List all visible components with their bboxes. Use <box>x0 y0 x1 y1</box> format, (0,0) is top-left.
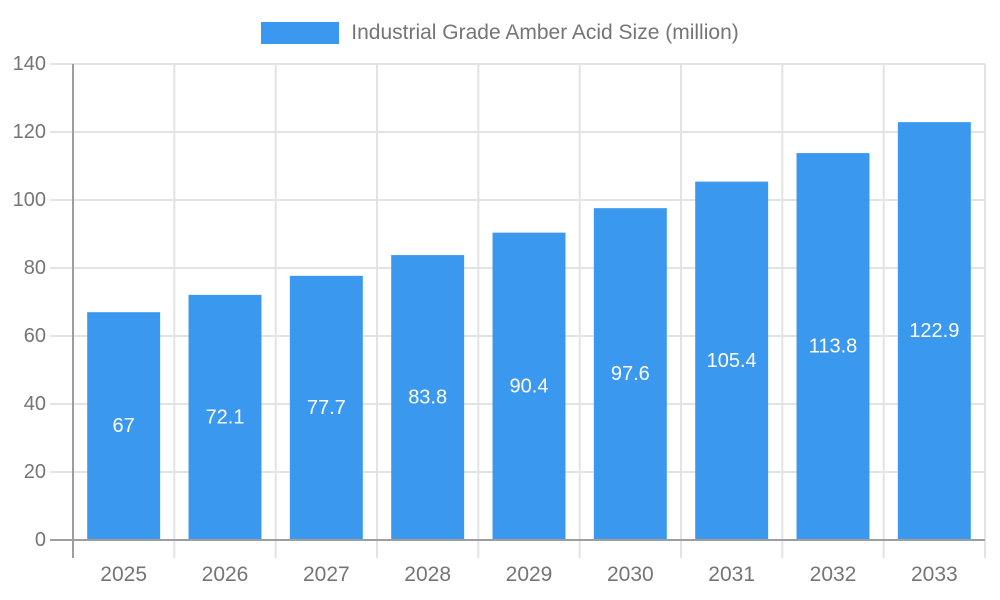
legend-label: Industrial Grade Amber Acid Size (millio… <box>351 21 739 44</box>
y-axis-tick-label: 120 <box>13 121 46 143</box>
bar-value-label: 97.6 <box>611 363 650 385</box>
legend-item[interactable]: Industrial Grade Amber Acid Size (millio… <box>0 21 1000 45</box>
y-axis-tick-label: 40 <box>24 393 46 415</box>
bar-2025[interactable] <box>87 312 161 540</box>
bar-value-label: 67 <box>113 415 135 437</box>
bar-value-label: 105.4 <box>707 350 757 372</box>
x-axis-tick-label: 2030 <box>607 563 654 586</box>
bar-value-label: 113.8 <box>809 336 858 358</box>
y-axis-tick-label: 0 <box>35 529 46 551</box>
x-axis-tick-label: 2032 <box>810 563 857 586</box>
bar-2030[interactable] <box>593 208 667 540</box>
y-axis-tick-label: 100 <box>13 189 46 211</box>
bar-value-label: 122.9 <box>909 320 959 342</box>
bar-value-label: 77.7 <box>307 397 346 419</box>
legend-swatch <box>261 22 340 44</box>
bar-value-label: 90.4 <box>510 375 549 397</box>
y-axis-tick-label: 80 <box>24 257 46 279</box>
y-axis-tick-label: 60 <box>24 325 46 347</box>
bar-2027[interactable] <box>289 275 363 540</box>
bar-2031[interactable] <box>695 181 769 540</box>
x-axis-tick-label: 2026 <box>202 563 249 586</box>
bar-value-label: 83.8 <box>408 387 447 409</box>
x-axis-tick-label: 2025 <box>100 563 147 586</box>
bar-2032[interactable] <box>796 153 870 540</box>
y-axis-tick-label: 20 <box>24 461 46 483</box>
bar-2026[interactable] <box>188 294 262 540</box>
x-axis-tick-label: 2027 <box>303 563 350 586</box>
bar-value-label: 72.1 <box>206 406 245 428</box>
x-axis-tick-label: 2029 <box>506 563 553 586</box>
x-axis-tick-label: 2028 <box>404 563 451 586</box>
x-axis-tick-label: 2033 <box>911 563 958 586</box>
bar-2029[interactable] <box>492 232 566 540</box>
y-axis-tick-label: 140 <box>13 53 46 75</box>
bar-2028[interactable] <box>391 255 465 540</box>
x-axis-tick-label: 2031 <box>708 563 755 586</box>
bar-2033[interactable] <box>897 122 971 540</box>
